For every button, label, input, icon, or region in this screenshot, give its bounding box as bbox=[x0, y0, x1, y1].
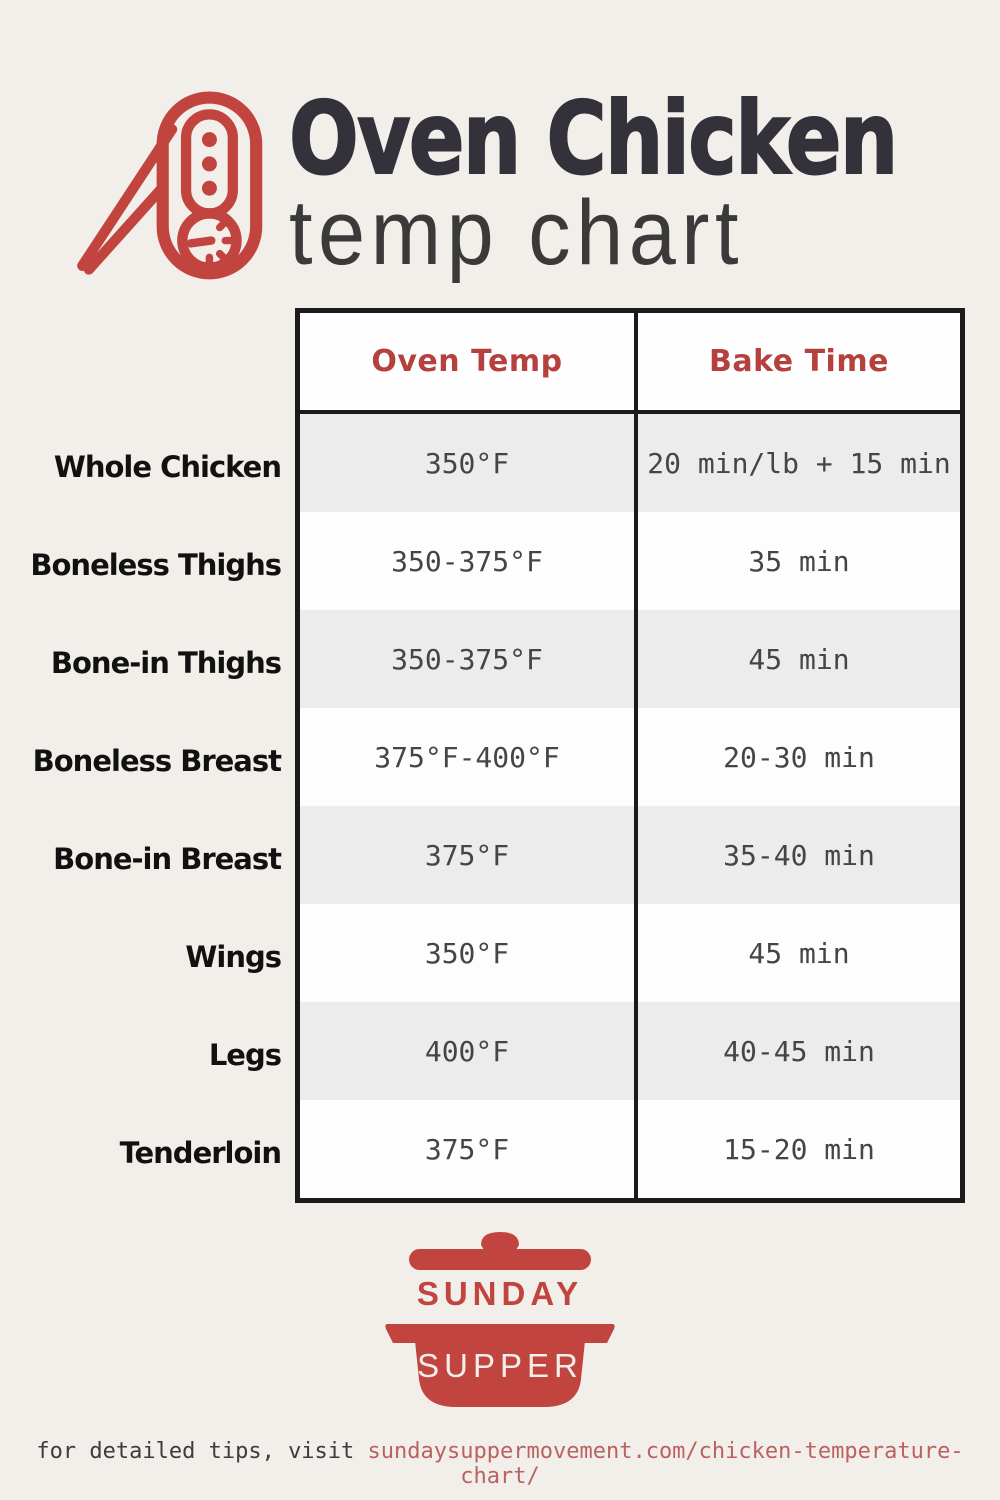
sunday-supper-logo: SUNDAY SUPPER bbox=[384, 1229, 616, 1411]
bake-time-cell: 45 min bbox=[638, 610, 960, 708]
bake-time-cell: 15-20 min bbox=[638, 1100, 960, 1198]
row-label-bone-in-breast: Bone-in Breast bbox=[53, 842, 282, 876]
temp-table: Oven Temp Bake Time 350°F 20 min/lb + 15 … bbox=[295, 308, 965, 1203]
row-label-wings: Wings bbox=[185, 940, 282, 974]
row-label-tenderloin: Tenderloin bbox=[119, 1136, 282, 1170]
page-subtitle: temp chart bbox=[289, 182, 745, 284]
logo-text-supper: SUPPER bbox=[417, 1347, 583, 1384]
footer-prefix: for detailed tips, visit bbox=[36, 1439, 368, 1464]
row-label-legs: Legs bbox=[208, 1038, 282, 1072]
title-block: Oven Chicken temp chart bbox=[288, 80, 1000, 284]
oven-temp-cell: 350°F bbox=[300, 414, 638, 512]
oven-temp-cell: 350°F bbox=[300, 904, 638, 1002]
oven-temp-cell: 400°F bbox=[300, 1002, 638, 1100]
temp-table-body: 350°F 20 min/lb + 15 min 350-375°F 35 min 35… bbox=[300, 414, 960, 1198]
oven-temp-cell: 375°F-400°F bbox=[300, 708, 638, 806]
table-row: 375°F 35-40 min bbox=[300, 806, 960, 904]
table-row: 375°F 15-20 min bbox=[300, 1100, 960, 1198]
row-labels: Whole Chicken Boneless Thighs Bone-in Thig… bbox=[0, 308, 295, 1203]
table-row: 350-375°F 35 min bbox=[300, 512, 960, 610]
oven-temp-cell: 375°F bbox=[300, 806, 638, 904]
bake-time-cell: 20-30 min bbox=[638, 708, 960, 806]
bake-time-cell: 35 min bbox=[638, 512, 960, 610]
footer-note: for detailed tips, visit sundaysuppermov… bbox=[0, 1439, 1000, 1489]
oven-temp-cell: 375°F bbox=[300, 1100, 638, 1198]
row-label-whole-chicken: Whole Chicken bbox=[53, 450, 282, 484]
bake-time-cell: 20 min/lb + 15 min bbox=[638, 414, 960, 512]
header: Oven Chicken temp chart bbox=[0, 0, 1000, 280]
bake-time-cell: 40-45 min bbox=[638, 1002, 960, 1100]
table-row: 400°F 40-45 min bbox=[300, 1002, 960, 1100]
temp-chart: Whole Chicken Boneless Thighs Bone-in Thig… bbox=[0, 308, 1000, 1203]
row-label-boneless-breast: Boneless Breast bbox=[32, 744, 282, 778]
bake-time-cell: 35-40 min bbox=[638, 806, 960, 904]
bake-time-cell: 45 min bbox=[638, 904, 960, 1002]
logo-text-sunday: SUNDAY bbox=[416, 1275, 584, 1312]
table-row: 375°F-400°F 20-30 min bbox=[300, 708, 960, 806]
oven-temp-cell: 350-375°F bbox=[300, 512, 638, 610]
oven-temp-cell: 350-375°F bbox=[300, 610, 638, 708]
row-label-bone-in-thighs: Bone-in Thighs bbox=[50, 646, 282, 680]
row-label-boneless-thighs: Boneless Thighs bbox=[30, 548, 282, 582]
table-row: 350°F 45 min bbox=[300, 904, 960, 1002]
dutch-oven-pot-icon bbox=[385, 1232, 615, 1407]
column-header-oven-temp: Oven Temp bbox=[300, 313, 638, 410]
meat-thermometer-icon bbox=[77, 91, 263, 280]
column-header-bake-time: Bake Time bbox=[709, 344, 889, 379]
footer-link[interactable]: sundaysuppermovement.com/chicken-tempera… bbox=[367, 1439, 964, 1489]
table-row: 350-375°F 45 min bbox=[300, 610, 960, 708]
table-row: 350°F 20 min/lb + 15 min bbox=[300, 414, 960, 512]
table-header-row: Oven Temp Bake Time bbox=[300, 313, 960, 414]
page-title: Oven Chicken bbox=[288, 80, 899, 197]
